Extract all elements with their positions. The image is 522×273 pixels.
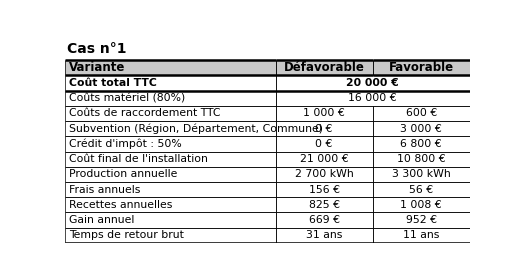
Text: 20 000 €: 20 000 €: [346, 78, 399, 88]
Bar: [65, 91, 276, 106]
Text: 1 008 €: 1 008 €: [400, 200, 442, 210]
Text: 825 €: 825 €: [309, 200, 340, 210]
Bar: [276, 75, 470, 91]
Text: Production annuelle: Production annuelle: [69, 169, 177, 179]
Text: 600 €: 600 €: [406, 108, 437, 118]
Bar: [276, 121, 373, 136]
Text: Favorable: Favorable: [389, 61, 454, 74]
Bar: [276, 197, 373, 212]
Bar: [276, 136, 373, 152]
Bar: [65, 136, 276, 152]
Bar: [65, 60, 276, 75]
Text: Recettes annuelles: Recettes annuelles: [69, 200, 173, 210]
Bar: [65, 167, 276, 182]
Bar: [276, 228, 373, 243]
Text: 56 €: 56 €: [409, 185, 433, 195]
Text: Défavorable: Défavorable: [284, 61, 364, 74]
Text: Temps de retour brut: Temps de retour brut: [69, 230, 184, 240]
Text: 10 800 €: 10 800 €: [397, 154, 446, 164]
Text: 11 ans: 11 ans: [403, 230, 440, 240]
Bar: [65, 182, 276, 197]
Text: 0 €: 0 €: [315, 139, 333, 149]
Text: 21 000 €: 21 000 €: [300, 154, 349, 164]
Text: Cas n°1: Cas n°1: [67, 41, 127, 55]
Bar: [65, 121, 276, 136]
Text: 156 €: 156 €: [309, 185, 340, 195]
Bar: [65, 152, 276, 167]
Text: 1 000 €: 1 000 €: [303, 108, 345, 118]
Bar: [373, 197, 470, 212]
Text: Coût final de l'installation: Coût final de l'installation: [69, 154, 208, 164]
Bar: [276, 167, 373, 182]
Bar: [65, 75, 276, 91]
Bar: [373, 60, 470, 75]
Bar: [373, 106, 470, 121]
Bar: [373, 212, 470, 228]
Text: Coûts de raccordement TTC: Coûts de raccordement TTC: [69, 108, 221, 118]
Text: 3 000 €: 3 000 €: [400, 124, 442, 134]
Bar: [373, 121, 470, 136]
Text: 0 €: 0 €: [315, 124, 333, 134]
Bar: [373, 182, 470, 197]
Bar: [373, 136, 470, 152]
Bar: [65, 197, 276, 212]
Text: Subvention (Région, Département, Commune): Subvention (Région, Département, Commune…: [69, 123, 323, 134]
Bar: [373, 167, 470, 182]
Bar: [276, 182, 373, 197]
Text: 16 000 €: 16 000 €: [348, 93, 397, 103]
Text: 669 €: 669 €: [309, 215, 340, 225]
Bar: [65, 212, 276, 228]
Text: Coûts matériel (80%): Coûts matériel (80%): [69, 93, 185, 103]
Bar: [276, 106, 373, 121]
Text: 31 ans: 31 ans: [306, 230, 342, 240]
Bar: [276, 212, 373, 228]
Text: 3 300 kWh: 3 300 kWh: [392, 169, 450, 179]
Bar: [276, 91, 470, 106]
Text: 6 800 €: 6 800 €: [400, 139, 442, 149]
Text: 952 €: 952 €: [406, 215, 437, 225]
Bar: [65, 228, 276, 243]
Bar: [276, 60, 373, 75]
Text: Crédit d'impôt : 50%: Crédit d'impôt : 50%: [69, 139, 182, 149]
Text: Gain annuel: Gain annuel: [69, 215, 135, 225]
Text: Frais annuels: Frais annuels: [69, 185, 140, 195]
Text: 2 700 kWh: 2 700 kWh: [295, 169, 353, 179]
Bar: [65, 106, 276, 121]
Bar: [373, 152, 470, 167]
Text: Variante: Variante: [69, 61, 126, 74]
Bar: [373, 228, 470, 243]
Text: Coût total TTC: Coût total TTC: [69, 78, 157, 88]
Bar: [276, 152, 373, 167]
